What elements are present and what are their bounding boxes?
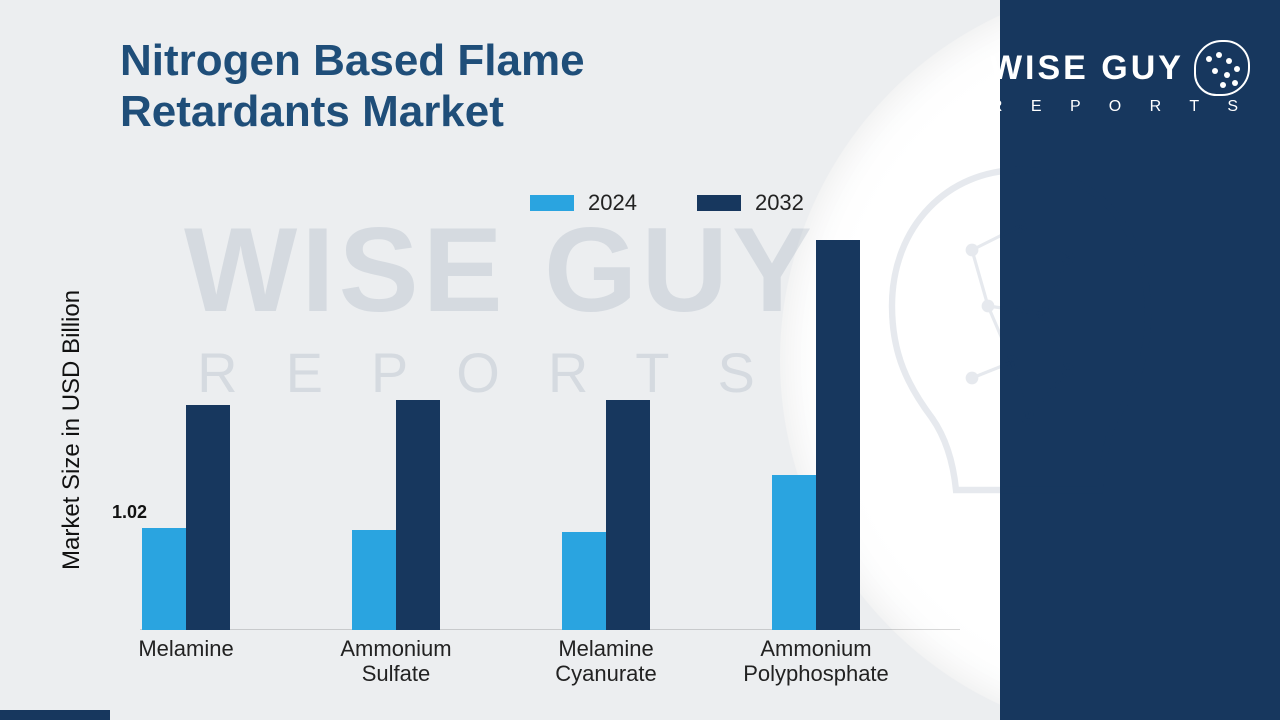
legend-label-2032: 2032	[755, 190, 804, 216]
chart-canvas: WISE GUY REPORTS Nitrogen Based Flame Re…	[0, 0, 1280, 720]
legend: 2024 2032	[530, 190, 804, 216]
bar-group: AmmoniumSulfate	[350, 400, 442, 630]
legend-label-2024: 2024	[588, 190, 637, 216]
legend-swatch-2024	[530, 195, 574, 211]
bottom-accent-strip	[0, 710, 110, 720]
x-axis-label: MelamineCyanurate	[516, 630, 696, 687]
bar-value-label: 1.02	[112, 502, 147, 523]
chart-title: Nitrogen Based Flame Retardants Market	[120, 36, 820, 137]
x-axis-label: AmmoniumPolyphosphate	[726, 630, 906, 687]
brand-logo: WISE GUY R E P O R T S	[990, 40, 1250, 116]
bar-group: MelamineCyanurate	[560, 400, 652, 630]
bar-group: AmmoniumPolyphosphate	[770, 240, 862, 630]
bar	[606, 400, 650, 630]
x-axis-label: Melamine	[96, 630, 276, 661]
bar	[186, 405, 230, 630]
bar	[562, 532, 606, 630]
bar	[772, 475, 816, 630]
brand-head-icon	[1194, 40, 1250, 96]
bar	[142, 528, 186, 630]
brand-sub-text: R E P O R T S	[990, 98, 1250, 116]
bar	[396, 400, 440, 630]
bar	[352, 530, 396, 630]
legend-item-2032: 2032	[697, 190, 804, 216]
brand-main-text: WISE GUY	[990, 49, 1184, 88]
plot-area: Melamine1.02AmmoniumSulfateMelamineCyanu…	[120, 230, 940, 630]
legend-item-2024: 2024	[530, 190, 637, 216]
bar-group: Melamine	[140, 405, 232, 630]
x-axis-label: AmmoniumSulfate	[306, 630, 486, 687]
y-axis-label: Market Size in USD Billion	[58, 290, 86, 570]
legend-swatch-2032	[697, 195, 741, 211]
bar	[816, 240, 860, 630]
